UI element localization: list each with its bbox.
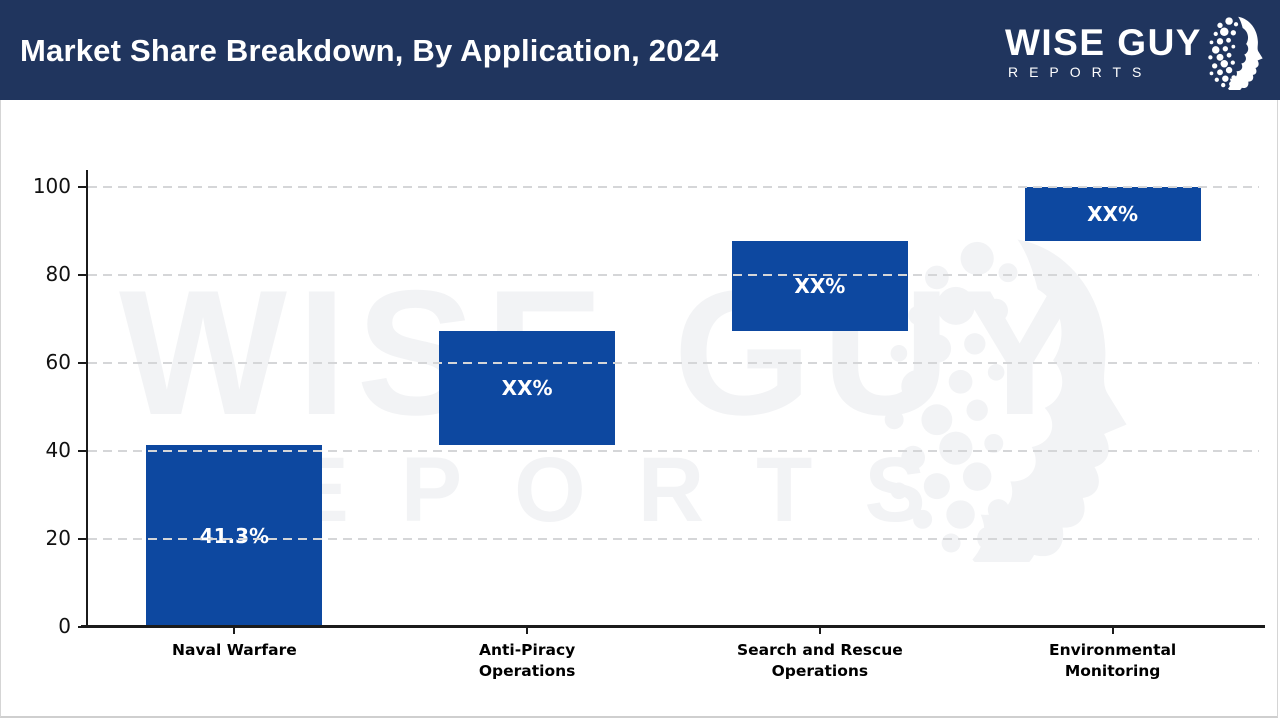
y-axis-tick bbox=[78, 538, 86, 540]
y-axis-tick bbox=[78, 450, 86, 452]
y-gridline bbox=[88, 450, 1259, 452]
x-category-label: Environmental Monitoring bbox=[1049, 641, 1177, 680]
bar-value-label: XX% bbox=[501, 376, 553, 401]
y-tick-label: 20 bbox=[45, 526, 71, 550]
x-category-label: Search and Rescue Operations bbox=[736, 641, 903, 680]
logo-subname: REPORTS bbox=[1007, 64, 1153, 80]
y-gridline bbox=[88, 362, 1259, 364]
y-gridline bbox=[88, 538, 1259, 540]
bar-value-label: 41.3% bbox=[199, 524, 270, 549]
bar-value-label: XX% bbox=[794, 273, 846, 298]
dotted-head-profile-icon bbox=[1208, 16, 1263, 90]
x-category-label: Anti-Piracy Operations bbox=[478, 641, 576, 680]
y-axis-tick bbox=[78, 362, 86, 364]
bar-segment: 41.3% bbox=[146, 445, 323, 627]
x-category-label: Naval Warfare bbox=[172, 641, 297, 659]
y-tick-label: 100 bbox=[32, 174, 71, 198]
x-axis-tick bbox=[526, 628, 529, 634]
y-gridline bbox=[88, 186, 1259, 188]
x-axis-tick bbox=[233, 628, 236, 634]
y-tick-label: 60 bbox=[45, 350, 71, 374]
y-axis-tick bbox=[78, 626, 86, 628]
bar-segment: XX% bbox=[1024, 187, 1201, 241]
logo-name: WISE GUY bbox=[1004, 22, 1202, 63]
x-axis-line bbox=[81, 625, 1265, 628]
y-gridline bbox=[88, 274, 1259, 276]
bar-value-label: XX% bbox=[1087, 201, 1139, 226]
bar-segment: XX% bbox=[439, 330, 616, 446]
wise-guy-reports-logo: WISE GUY REPORTS bbox=[1004, 8, 1268, 92]
logo-text: WISE GUY REPORTS bbox=[1004, 22, 1202, 81]
y-tick-label: 80 bbox=[45, 262, 71, 286]
y-tick-label: 40 bbox=[45, 438, 71, 462]
y-axis-tick bbox=[78, 274, 86, 276]
chart-area: WISE GUY REPORTS 41.3% Naval Warfare XX% An… bbox=[0, 100, 1278, 718]
y-tick-label: 0 bbox=[58, 614, 71, 638]
y-axis-line bbox=[86, 170, 88, 627]
bar-segment: XX% bbox=[731, 240, 908, 331]
page-title: Market Share Breakdown, By Application, … bbox=[20, 33, 719, 68]
y-axis-tick bbox=[78, 186, 86, 188]
x-axis-tick bbox=[1111, 628, 1114, 634]
header-bar: Market Share Breakdown, By Application, … bbox=[0, 0, 1280, 100]
x-axis-tick bbox=[818, 628, 821, 634]
